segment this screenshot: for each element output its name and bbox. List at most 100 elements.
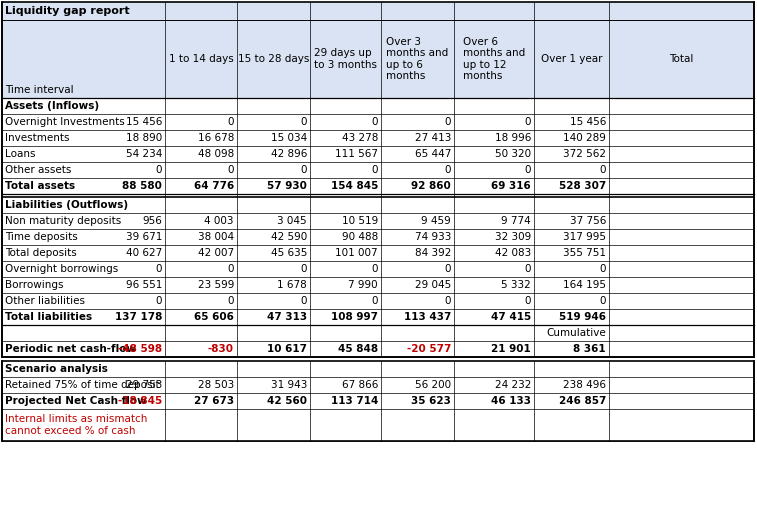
Text: Overnight Investments: Overnight Investments (5, 117, 125, 127)
Text: 1 678: 1 678 (277, 280, 307, 290)
Text: 0: 0 (525, 117, 531, 127)
Text: Other liabilities: Other liabilities (5, 296, 85, 306)
Text: 0: 0 (600, 264, 606, 274)
Text: -830: -830 (208, 344, 234, 354)
Text: 43 278: 43 278 (341, 133, 378, 143)
Text: 0: 0 (444, 117, 451, 127)
Text: Over 3
months and
up to 6
months: Over 3 months and up to 6 months (386, 37, 449, 82)
Text: 519 946: 519 946 (559, 312, 606, 322)
Text: Borrowings: Borrowings (5, 280, 64, 290)
Text: Over 6
months and
up to 12
months: Over 6 months and up to 12 months (463, 37, 525, 82)
Text: 0: 0 (444, 165, 451, 175)
Text: 15 456: 15 456 (569, 117, 606, 127)
Text: 29 045: 29 045 (415, 280, 451, 290)
Text: Projected Net Cash flow: Projected Net Cash flow (5, 396, 147, 406)
Text: 57 930: 57 930 (267, 181, 307, 191)
Text: 15 034: 15 034 (271, 133, 307, 143)
Text: 0: 0 (301, 264, 307, 274)
Bar (2, 98, 754, 197)
Text: 38 004: 38 004 (198, 232, 234, 242)
Text: Loans: Loans (5, 149, 36, 159)
Text: 0: 0 (301, 117, 307, 127)
Text: 0: 0 (444, 296, 451, 306)
Text: 246 857: 246 857 (559, 396, 606, 406)
Text: 317 995: 317 995 (563, 232, 606, 242)
Text: Total liabilities: Total liabilities (5, 312, 92, 322)
Text: 956: 956 (142, 216, 162, 226)
Text: 154 845: 154 845 (331, 181, 378, 191)
Text: 65 447: 65 447 (415, 149, 451, 159)
Text: 42 560: 42 560 (267, 396, 307, 406)
Text: 113 437: 113 437 (403, 312, 451, 322)
Text: 0: 0 (301, 165, 307, 175)
Bar (2, 2, 754, 357)
Text: 23 599: 23 599 (198, 280, 234, 290)
Text: 35 623: 35 623 (411, 396, 451, 406)
Text: 15 to 28 days: 15 to 28 days (238, 54, 309, 64)
Text: 29 days up
to 3 months: 29 days up to 3 months (314, 48, 377, 70)
Text: 5 332: 5 332 (501, 280, 531, 290)
Text: 7 990: 7 990 (348, 280, 378, 290)
Text: 355 751: 355 751 (563, 248, 606, 258)
Text: 31 943: 31 943 (270, 380, 307, 390)
Text: Total deposits: Total deposits (5, 248, 76, 258)
Text: 96 551: 96 551 (126, 280, 162, 290)
Text: 528 307: 528 307 (559, 181, 606, 191)
Text: 16 678: 16 678 (198, 133, 234, 143)
Text: Overnight borrowings: Overnight borrowings (5, 264, 118, 274)
Text: 0: 0 (525, 165, 531, 175)
Text: 48 098: 48 098 (198, 149, 234, 159)
Text: 84 392: 84 392 (415, 248, 451, 258)
Text: 372 562: 372 562 (563, 149, 606, 159)
Bar (2, 194, 754, 357)
Text: 42 083: 42 083 (495, 248, 531, 258)
Text: Assets (Inflows): Assets (Inflows) (5, 101, 99, 111)
Text: 0: 0 (525, 296, 531, 306)
Text: 46 133: 46 133 (491, 396, 531, 406)
Text: 0: 0 (155, 165, 162, 175)
Text: 56 200: 56 200 (415, 380, 451, 390)
Text: 54 234: 54 234 (126, 149, 162, 159)
Text: Investments: Investments (5, 133, 70, 143)
Text: 101 007: 101 007 (335, 248, 378, 258)
Text: 113 714: 113 714 (331, 396, 378, 406)
Text: 74 933: 74 933 (415, 232, 451, 242)
Text: 0: 0 (155, 296, 162, 306)
Text: -20 577: -20 577 (407, 344, 451, 354)
Text: 28 503: 28 503 (198, 380, 234, 390)
Text: 0: 0 (228, 117, 234, 127)
Text: -48 598: -48 598 (118, 344, 162, 354)
Text: 0: 0 (372, 165, 378, 175)
Text: 32 309: 32 309 (495, 232, 531, 242)
Text: 69 316: 69 316 (491, 181, 531, 191)
Text: 108 997: 108 997 (331, 312, 378, 322)
Text: Retained 75% of time deposit: Retained 75% of time deposit (5, 380, 160, 390)
Text: 42 590: 42 590 (271, 232, 307, 242)
Text: 0: 0 (301, 296, 307, 306)
Text: 37 756: 37 756 (569, 216, 606, 226)
Text: 29 753: 29 753 (126, 380, 162, 390)
Text: 0: 0 (600, 296, 606, 306)
Text: 65 606: 65 606 (194, 312, 234, 322)
Text: Time interval: Time interval (5, 85, 73, 95)
Text: 39 671: 39 671 (126, 232, 162, 242)
Text: Liquidity gap report: Liquidity gap report (5, 6, 129, 16)
Text: Over 1 year: Over 1 year (540, 54, 603, 64)
Text: 1 to 14 days: 1 to 14 days (169, 54, 233, 64)
Text: 24 232: 24 232 (494, 380, 531, 390)
Text: Non maturity deposits: Non maturity deposits (5, 216, 121, 226)
Text: 10 519: 10 519 (341, 216, 378, 226)
Text: 64 776: 64 776 (194, 181, 234, 191)
Text: 9 459: 9 459 (421, 216, 451, 226)
Text: 10 617: 10 617 (267, 344, 307, 354)
Text: 0: 0 (444, 264, 451, 274)
Bar (2, 361, 754, 441)
Text: 40 627: 40 627 (126, 248, 162, 258)
Text: 18 890: 18 890 (126, 133, 162, 143)
Text: 164 195: 164 195 (563, 280, 606, 290)
Text: 0: 0 (372, 117, 378, 127)
Text: Scenario analysis: Scenario analysis (5, 364, 108, 374)
Text: 0: 0 (228, 264, 234, 274)
Text: 0: 0 (155, 264, 162, 274)
Text: 47 313: 47 313 (267, 312, 307, 322)
